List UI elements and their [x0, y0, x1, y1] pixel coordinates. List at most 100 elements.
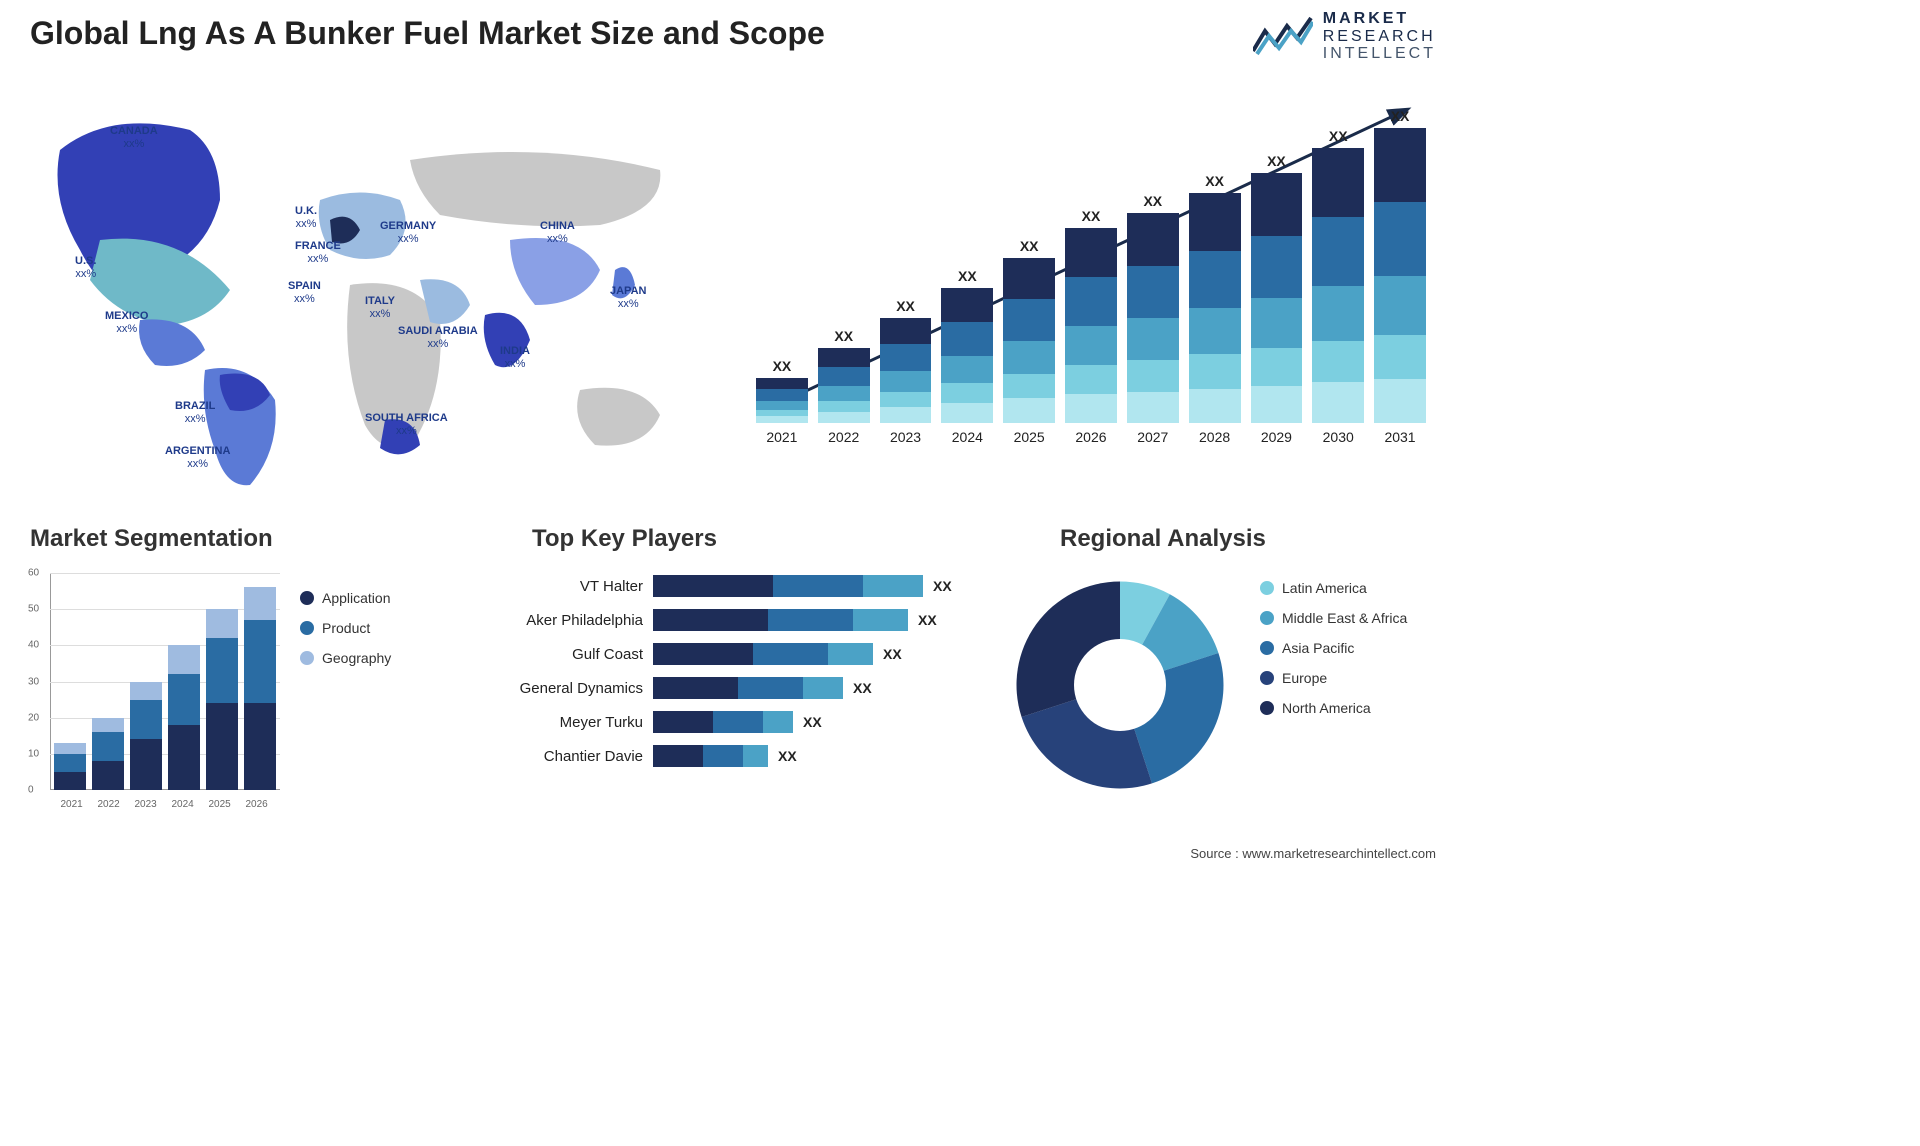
forecast-seg: [1312, 382, 1364, 423]
forecast-year: 2022: [828, 429, 859, 445]
forecast-seg: [1127, 360, 1179, 392]
forecast-seg: [941, 288, 993, 322]
forecast-seg: [756, 401, 808, 410]
logo-line1: MARKET: [1323, 10, 1436, 28]
seg-ytick: 10: [28, 748, 39, 759]
map-label-saudi-arabia: SAUDI ARABIAxx%: [398, 325, 478, 351]
kp-seg: [773, 575, 863, 597]
seg-bars: [50, 573, 280, 790]
seg-xlabel: 2023: [135, 799, 157, 810]
forecast-seg: [1127, 213, 1179, 266]
forecast-seg: [880, 318, 932, 344]
kp-bar: [653, 745, 768, 767]
forecast-value: XX: [1329, 128, 1348, 144]
forecast-value: XX: [958, 268, 977, 284]
seg-seg: [130, 739, 162, 790]
logo-line2: RESEARCH: [1323, 28, 1436, 46]
kp-seg: [763, 711, 793, 733]
seg-seg: [54, 743, 86, 754]
forecast-value: XX: [834, 328, 853, 344]
seg-seg: [92, 718, 124, 732]
legend-label: Latin America: [1282, 580, 1367, 596]
kp-name: General Dynamics: [503, 680, 653, 697]
kp-seg: [653, 711, 713, 733]
legend-item: Europe: [1260, 670, 1440, 686]
segmentation-legend: ApplicationProductGeography: [300, 590, 460, 680]
forecast-seg: [1312, 286, 1364, 341]
kp-seg: [713, 711, 763, 733]
legend-swatch: [1260, 701, 1274, 715]
forecast-seg: [880, 407, 932, 423]
map-label-china: CHINAxx%: [540, 220, 575, 246]
kp-seg: [653, 643, 753, 665]
seg-seg: [130, 682, 162, 700]
forecast-seg: [1374, 128, 1426, 202]
forecast-seg: [756, 410, 808, 417]
seg-seg: [168, 674, 200, 725]
forecast-seg: [1312, 217, 1364, 286]
kp-seg: [738, 677, 803, 699]
legend-item: Product: [300, 620, 460, 636]
world-map: CANADAxx%U.S.xx%MEXICOxx%BRAZILxx%ARGENT…: [20, 90, 700, 490]
map-label-japan: JAPANxx%: [610, 285, 646, 311]
regional-donut: [1005, 570, 1235, 800]
forecast-seg: [1127, 266, 1179, 319]
forecast-seg: [1374, 276, 1426, 335]
map-label-mexico: MEXICOxx%: [105, 310, 148, 336]
seg-col: [244, 587, 276, 790]
seg-xlabel: 2024: [172, 799, 194, 810]
forecast-seg: [1251, 386, 1303, 424]
map-label-u-s-: U.S.xx%: [75, 255, 96, 281]
source-citation: Source : www.marketresearchintellect.com: [1190, 846, 1436, 861]
seg-ytick: 40: [28, 640, 39, 651]
kp-row: Meyer TurkuXX: [503, 711, 963, 733]
map-label-u-k-: U.K.xx%: [295, 205, 317, 231]
seg-seg: [244, 703, 276, 790]
kp-seg: [803, 677, 843, 699]
seg-seg: [206, 703, 238, 790]
legend-item: Latin America: [1260, 580, 1440, 596]
seg-xlabel: 2021: [61, 799, 83, 810]
forecast-seg: [1065, 277, 1117, 326]
kp-seg: [653, 677, 738, 699]
forecast-value: XX: [1205, 173, 1224, 189]
key-players-heading: Top Key Players: [532, 525, 717, 553]
forecast-seg: [1251, 348, 1303, 386]
seg-xlabel: 2025: [209, 799, 231, 810]
forecast-col-2026: XX2026: [1065, 208, 1117, 445]
seg-col: [130, 682, 162, 790]
seg-seg: [54, 772, 86, 790]
kp-seg: [863, 575, 923, 597]
seg-xlabel: 2022: [98, 799, 120, 810]
forecast-seg: [1127, 392, 1179, 424]
forecast-col-2027: XX2027: [1127, 193, 1179, 445]
key-players-chart: VT HalterXXAker PhiladelphiaXXGulf Coast…: [503, 575, 963, 779]
legend-label: North America: [1282, 700, 1371, 716]
forecast-seg: [756, 389, 808, 400]
forecast-seg: [880, 344, 932, 370]
forecast-seg: [1189, 389, 1241, 424]
seg-seg: [92, 732, 124, 761]
forecast-seg: [756, 378, 808, 389]
kp-name: Aker Philadelphia: [503, 612, 653, 629]
forecast-value: XX: [773, 358, 792, 374]
legend-label: Middle East & Africa: [1282, 610, 1407, 626]
forecast-year: 2023: [890, 429, 921, 445]
forecast-col-2024: XX2024: [941, 268, 993, 445]
forecast-year: 2028: [1199, 429, 1230, 445]
forecast-seg: [1251, 298, 1303, 348]
kp-bar: [653, 677, 843, 699]
forecast-seg: [1003, 341, 1055, 374]
forecast-col-2023: XX2023: [880, 298, 932, 445]
forecast-col-2025: XX2025: [1003, 238, 1055, 445]
legend-item: Asia Pacific: [1260, 640, 1440, 656]
seg-col: [92, 718, 124, 790]
forecast-seg: [818, 348, 870, 367]
logo-icon: [1253, 16, 1313, 56]
seg-ytick: 60: [28, 568, 39, 579]
kp-value: XX: [933, 578, 952, 594]
seg-seg: [206, 638, 238, 703]
forecast-col-2021: XX2021: [756, 358, 808, 445]
kp-value: XX: [803, 714, 822, 730]
seg-ytick: 30: [28, 676, 39, 687]
